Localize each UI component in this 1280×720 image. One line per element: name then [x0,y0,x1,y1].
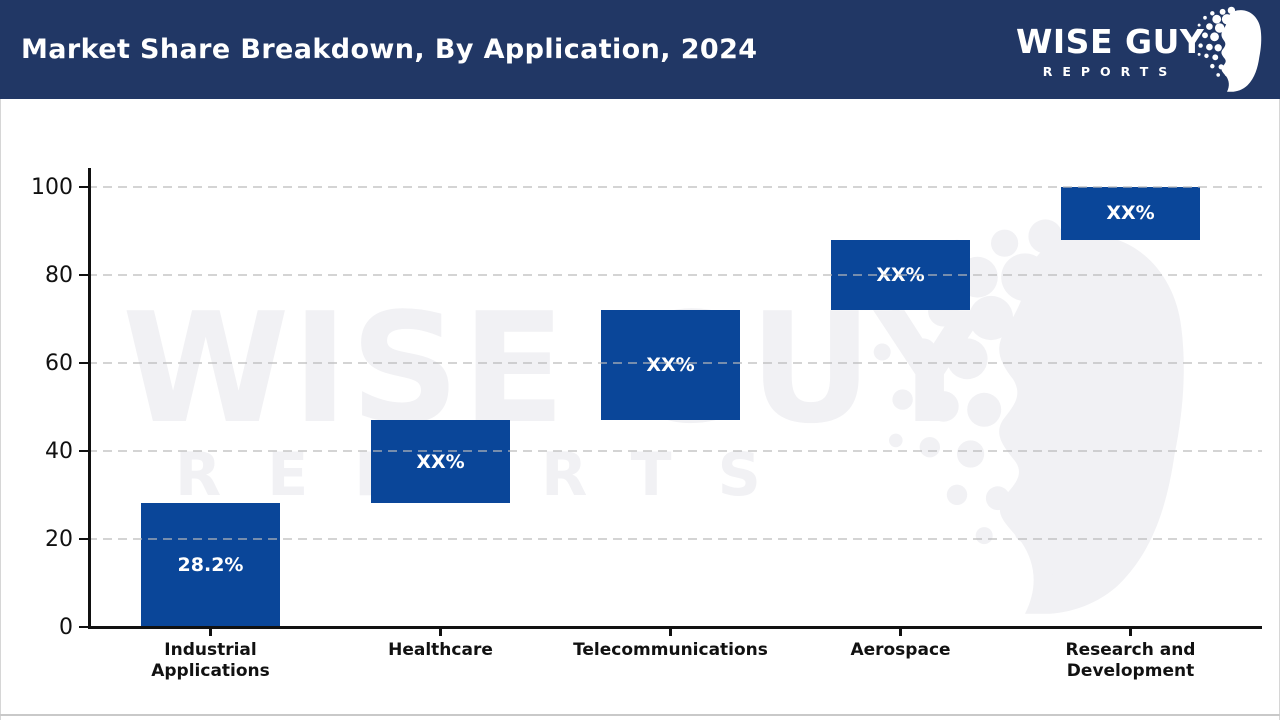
x-axis-spine [88,626,1262,629]
y-tick-label-100: 100 [31,175,73,200]
y-tick-20 [79,537,88,541]
x-tick-4 [1129,627,1132,636]
x-category-label-0: Industrial Applications [151,640,270,682]
footer-divider [0,714,1280,716]
x-tick-2 [669,627,672,636]
brand-logo: WISE GUY REPORTS [1016,4,1266,96]
x-tick-3 [899,627,902,636]
bar-value-label: XX% [416,450,465,473]
page-title: Market Share Breakdown, By Application, … [21,34,758,65]
x-category-label-4: Research and Development [1065,640,1196,682]
y-tick-40 [79,449,88,453]
bar-research-and-development: XX% [1061,187,1200,240]
x-tick-1 [439,627,442,636]
brand-wordmark: WISE GUY [1016,22,1205,61]
grid-line-80 [88,274,1262,276]
header: Market Share Breakdown, By Application, … [0,0,1280,99]
y-axis-spine [88,168,91,629]
grid-line-40 [88,450,1262,452]
y-tick-0 [79,625,88,629]
x-category-label-3: Aerospace [850,640,951,660]
y-tick-label-0: 0 [59,615,73,640]
y-tick-label-40: 40 [45,439,73,464]
brand-face-icon [1194,6,1262,92]
x-category-label-2: Telecommunications [573,640,768,660]
y-tick-label-20: 20 [45,527,73,552]
y-tick-100 [79,185,88,189]
bar-telecommunications: XX% [601,310,740,421]
x-tick-0 [209,627,212,636]
y-tick-label-60: 60 [45,351,73,376]
y-tick-60 [79,361,88,365]
brand-subtext: REPORTS [1042,64,1178,79]
bar-value-label: 28.2% [177,553,244,576]
grid-line-20 [88,538,1262,540]
bar-industrial-applications: 28.2% [141,502,280,627]
brand-logo-text: WISE GUY REPORTS [1016,22,1205,79]
bar-healthcare: XX% [371,420,510,503]
bar-value-label: XX% [1106,202,1155,225]
grid-line-100 [88,186,1262,188]
grid-line-60 [88,362,1262,364]
x-category-label-1: Healthcare [388,640,493,660]
y-tick-80 [79,273,88,277]
y-tick-label-80: 80 [45,263,73,288]
bar-value-label: XX% [646,354,695,377]
